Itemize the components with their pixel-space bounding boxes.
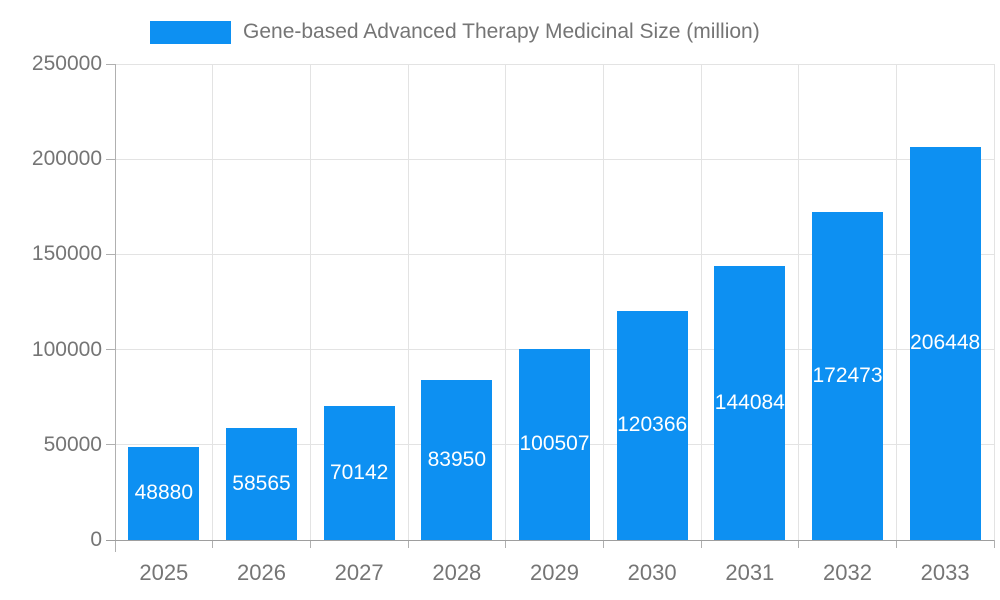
v-gridline bbox=[212, 64, 214, 540]
x-tick bbox=[602, 540, 604, 548]
x-axis-label: 2028 bbox=[432, 560, 482, 585]
bar-2029 bbox=[519, 348, 590, 540]
v-gridline bbox=[407, 64, 409, 540]
bar-2027 bbox=[323, 406, 395, 540]
x-axis-label: 2026 bbox=[237, 560, 286, 585]
y-tick bbox=[106, 349, 115, 351]
x-axis-label: 2030 bbox=[627, 560, 677, 585]
y-axis-label: 50000 bbox=[43, 432, 102, 456]
y-axis-label: 250000 bbox=[31, 52, 102, 75]
h-gridline bbox=[115, 63, 994, 65]
x-tick bbox=[700, 540, 702, 548]
bar-value-label: 100507 bbox=[519, 432, 590, 456]
legend-swatch bbox=[150, 20, 231, 44]
y-tick bbox=[106, 158, 115, 160]
bar-value-label: 70142 bbox=[329, 461, 389, 485]
v-gridline bbox=[505, 64, 507, 540]
y-axis-line bbox=[114, 64, 116, 552]
legend-label: Gene-based Advanced Therapy Medicinal Si… bbox=[243, 20, 760, 43]
y-tick bbox=[106, 63, 115, 65]
x-tick bbox=[505, 540, 507, 548]
x-axis-label: 2031 bbox=[725, 560, 775, 585]
y-tick bbox=[106, 444, 115, 446]
bar-value-label: 144084 bbox=[714, 390, 785, 414]
bar-2033 bbox=[909, 146, 981, 540]
v-gridline bbox=[309, 64, 311, 540]
x-tick bbox=[212, 540, 214, 548]
y-axis-label: 0 bbox=[90, 528, 102, 551]
bar-2025 bbox=[128, 446, 200, 540]
v-gridline bbox=[700, 64, 702, 540]
v-gridline bbox=[993, 64, 995, 540]
x-tick bbox=[798, 540, 800, 548]
bar-2031 bbox=[714, 265, 786, 540]
y-axis-label: 200000 bbox=[31, 147, 102, 171]
y-axis-label: 100000 bbox=[31, 337, 102, 361]
x-axis-line bbox=[106, 539, 994, 541]
v-gridline bbox=[895, 64, 897, 540]
bar-value-label: 48880 bbox=[134, 481, 194, 505]
bar-value-label: 172473 bbox=[812, 363, 883, 387]
v-gridline bbox=[602, 64, 604, 540]
x-tick bbox=[993, 540, 995, 548]
y-tick bbox=[106, 253, 115, 255]
bar-2028 bbox=[421, 380, 493, 540]
bar-2032 bbox=[812, 211, 883, 540]
x-tick bbox=[309, 540, 311, 548]
x-axis-label: 2029 bbox=[530, 560, 579, 585]
x-axis-label: 2027 bbox=[334, 560, 384, 585]
x-tick bbox=[895, 540, 897, 548]
bar-2030 bbox=[616, 310, 688, 540]
y-axis-label: 150000 bbox=[31, 242, 102, 266]
bar-value-label: 206448 bbox=[910, 331, 981, 355]
x-axis-label: 2032 bbox=[823, 560, 872, 585]
bar-2026 bbox=[226, 428, 297, 540]
x-axis-label: 2033 bbox=[920, 560, 970, 585]
x-tick bbox=[407, 540, 409, 548]
legend: Gene-based Advanced Therapy Medicinal Si… bbox=[150, 18, 760, 46]
bar-value-label: 58565 bbox=[232, 472, 291, 496]
h-gridline bbox=[115, 158, 994, 160]
bar-value-label: 83950 bbox=[427, 448, 487, 472]
bar-value-label: 120366 bbox=[617, 413, 688, 437]
v-gridline bbox=[798, 64, 800, 540]
h-gridline bbox=[115, 253, 994, 255]
x-axis-label: 2025 bbox=[139, 560, 189, 585]
